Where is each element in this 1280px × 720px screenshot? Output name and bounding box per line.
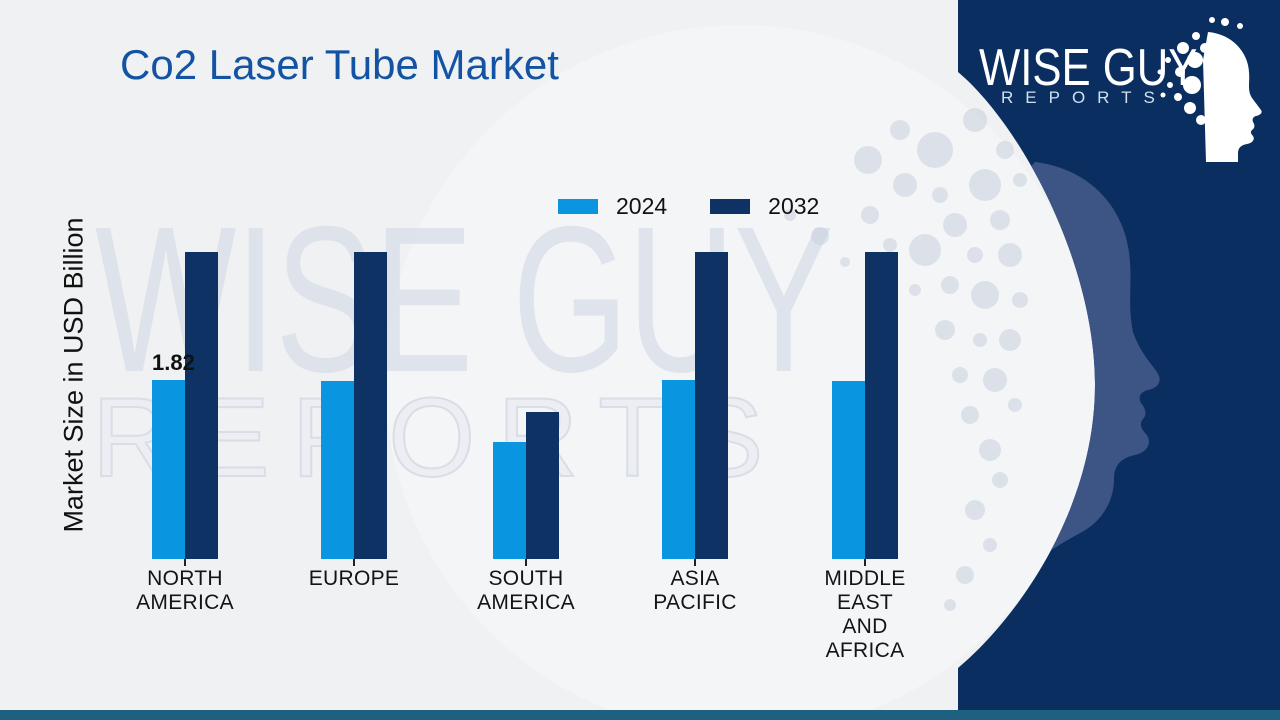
bar-2032-south-america bbox=[526, 412, 559, 559]
logo-wiseguy-text: WISE GUY bbox=[979, 39, 1198, 97]
legend-label-2024: 2024 bbox=[616, 192, 668, 219]
x-axis-category-label-north-america: NORTH AMERICA bbox=[136, 567, 234, 614]
page-title: Co2 Laser Tube Market bbox=[120, 41, 559, 88]
x-axis-tick bbox=[864, 559, 866, 566]
x-axis-tick bbox=[525, 559, 527, 566]
x-axis-tick bbox=[184, 559, 186, 566]
logo-reports-text: REPORTS bbox=[1001, 88, 1167, 107]
x-axis-tick bbox=[353, 559, 355, 566]
bar-2024-south-america bbox=[493, 442, 526, 559]
bar-2024-middle-east-and-africa bbox=[832, 381, 865, 559]
y-axis-label: Market Size in USD Billion bbox=[58, 217, 89, 533]
x-axis-tick bbox=[694, 559, 696, 566]
bottom-accent-bar bbox=[0, 710, 1280, 720]
x-axis-category-label-asia-pacific: ASIA PACIFIC bbox=[653, 567, 737, 614]
bar-2024-europe bbox=[321, 381, 354, 559]
x-axis-category-label-south-america: SOUTH AMERICA bbox=[477, 567, 575, 614]
bar-2032-europe bbox=[354, 252, 387, 559]
bar-2024-north-america bbox=[152, 380, 185, 559]
legend-label-2032: 2032 bbox=[768, 192, 820, 219]
x-axis-category-label-middle-east-and-africa: MIDDLE EAST AND AFRICA bbox=[824, 567, 906, 662]
bar-2032-asia-pacific bbox=[695, 252, 728, 559]
logo-face-icon bbox=[1203, 32, 1262, 162]
bar-2032-north-america bbox=[185, 252, 218, 559]
bar-2024-asia-pacific bbox=[662, 380, 695, 559]
bar-2032-middle-east-and-africa bbox=[865, 252, 898, 559]
legend-swatch-2024 bbox=[558, 198, 598, 214]
legend-swatch-2032 bbox=[710, 198, 751, 214]
bar-value-label: 1.82 bbox=[152, 350, 195, 375]
chart-legend: 2024 2032 bbox=[558, 190, 819, 222]
x-axis-category-label-europe: EUROPE bbox=[308, 567, 400, 590]
